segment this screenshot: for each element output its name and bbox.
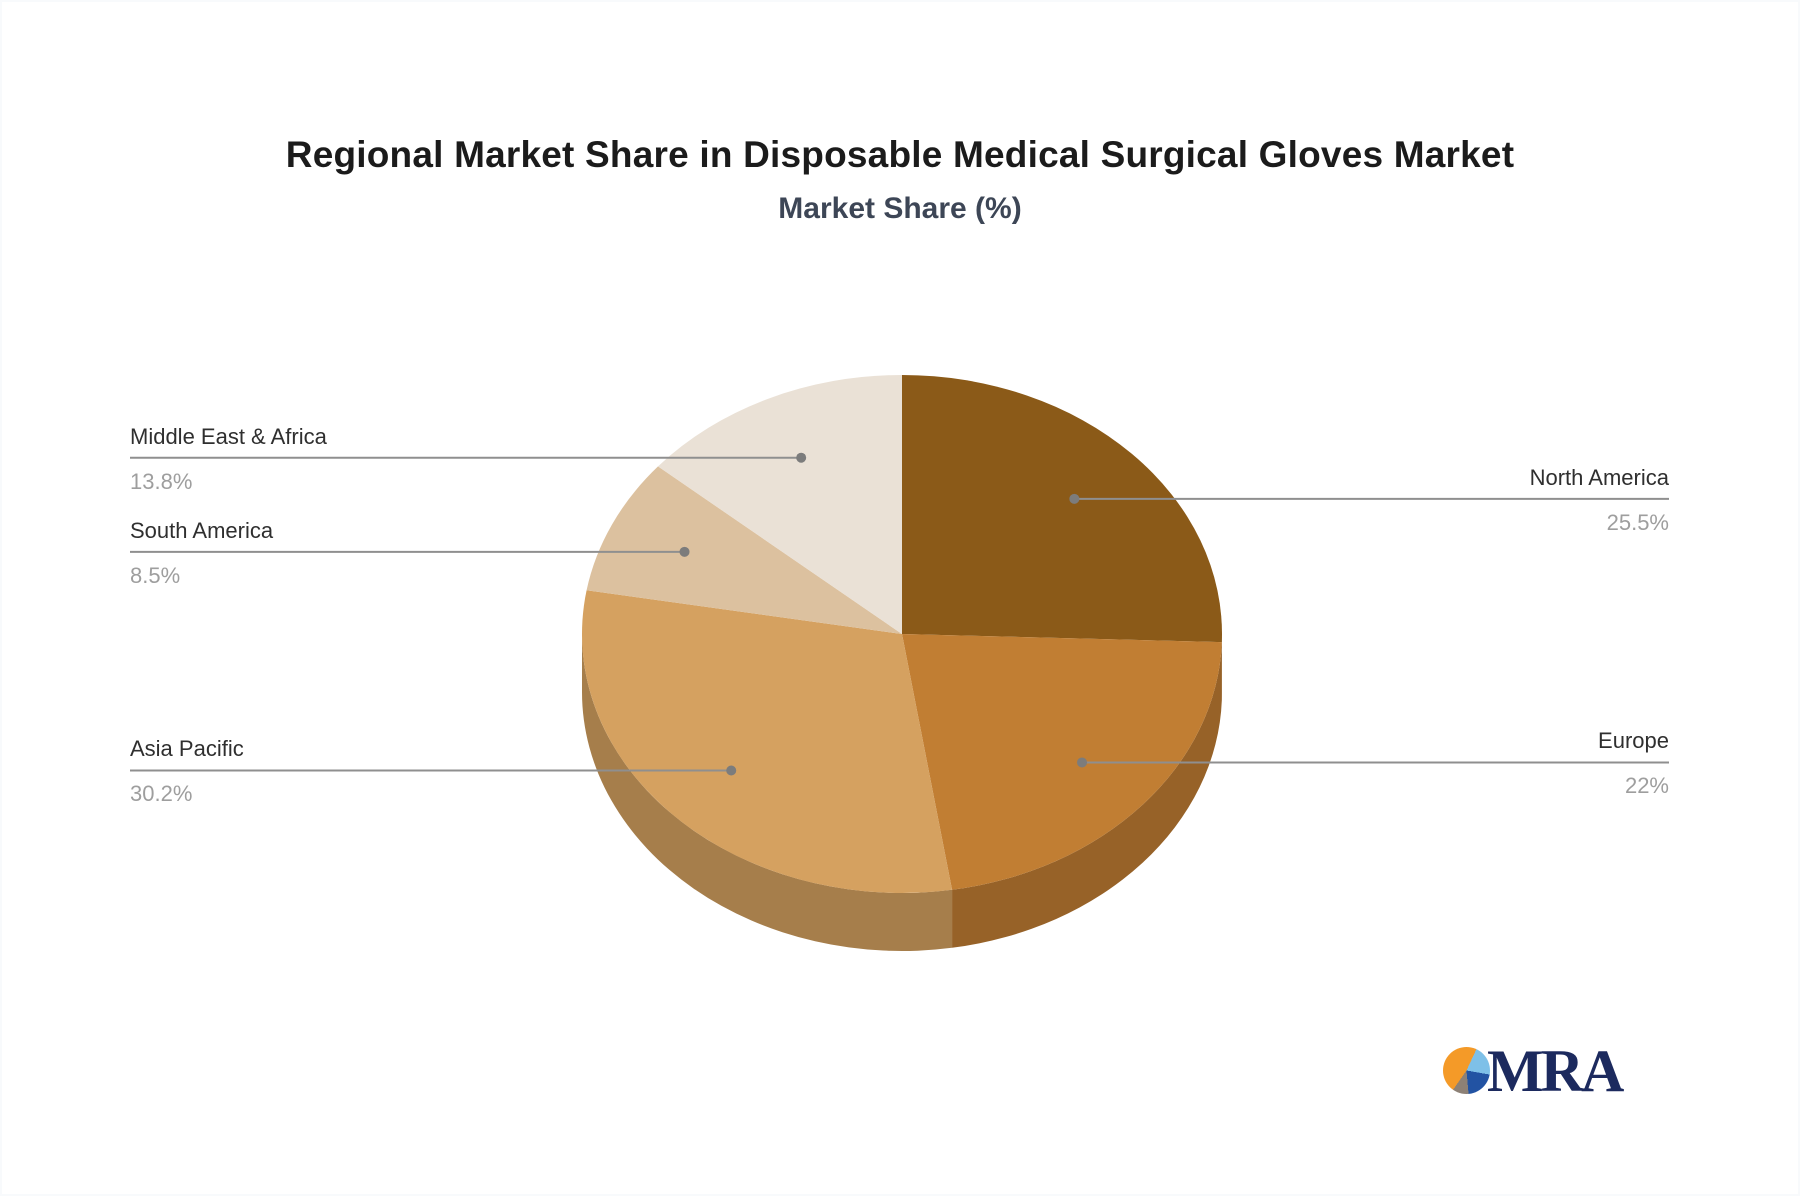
callout-north-america-label: North America xyxy=(1529,464,1669,490)
callout-south-america-value: 8.5% xyxy=(130,562,181,588)
brand-logo: MRA xyxy=(1443,1037,1683,1107)
brand-pie-icon xyxy=(1443,1047,1490,1094)
callout-middle-east-africa-label: Middle East & Africa xyxy=(130,423,327,449)
callout-south-america-label: South America xyxy=(130,517,274,543)
callout-asia-pacific-value: 30.2% xyxy=(130,781,193,807)
callout-europe-label: Europe xyxy=(1598,728,1669,754)
callout-north-america-value: 25.5% xyxy=(1606,509,1669,535)
callout-europe-value: 22% xyxy=(1624,773,1669,799)
callout-asia-pacific-label: Asia Pacific xyxy=(130,736,244,762)
brand-logo-text: MRA xyxy=(1487,1038,1624,1104)
chart-subtitle: Market Share (%) xyxy=(778,192,1022,225)
callout-middle-east-africa-value: 13.8% xyxy=(130,468,193,494)
chart-title: Regional Market Share in Disposable Medi… xyxy=(285,134,1515,175)
